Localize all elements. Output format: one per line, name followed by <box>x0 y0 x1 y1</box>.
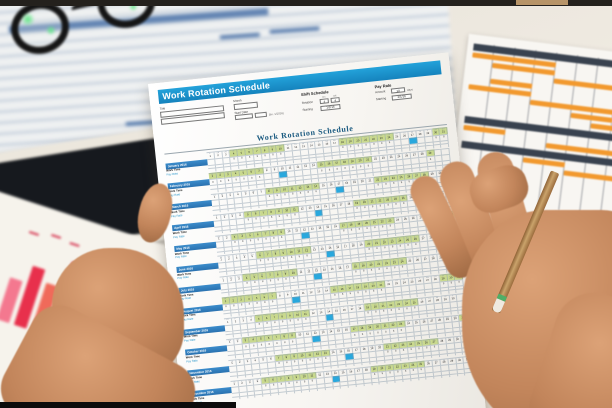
empty-cell <box>441 142 450 148</box>
month-column: Month Start Date (ex. 1/2016) <box>233 93 298 134</box>
rotation-label: Rotation <box>301 100 314 106</box>
eyeglasses-left-lens <box>5 0 75 60</box>
days-label: days <box>406 86 414 92</box>
pay-rate-column: Pay Rate Amount 10 days Starting 2/1/16 <box>374 77 445 119</box>
photo-top-edge-tan <box>516 0 568 5</box>
pay-starting-label: Starting <box>375 95 387 102</box>
title-column: Title <box>159 100 230 142</box>
bar-label-tick <box>51 233 62 239</box>
start-date-field <box>234 113 254 121</box>
start-date-field-2 <box>254 111 268 118</box>
rotation-off-field: 4 <box>330 97 340 103</box>
calendar: F 1 Sa 2 Su 3 M 4 Tu 5 W 6 Th 7 F 8 Sa 9 Su 10 M 11 Tu 12 W 13 Th 1… <box>165 126 474 405</box>
bar-label-tick <box>28 230 40 236</box>
rotation-on-field: 4 <box>319 98 329 105</box>
bar-label-tick <box>69 242 80 248</box>
shift-starting-label: Starting <box>302 106 314 112</box>
photo-bottom-edge-bar <box>0 402 236 408</box>
shift-schedule-column: Shift Schedule On Off Rotation 4 4 Start… <box>301 85 372 127</box>
pay-starting-field: 2/1/16 <box>391 93 412 101</box>
amount-label: Amount <box>374 89 386 95</box>
start-date-note: (ex. 1/2016) <box>268 110 284 117</box>
amount-field: 10 <box>390 87 406 94</box>
photo-top-edge <box>0 0 612 6</box>
shift-starting-field: 1/1/16 <box>320 103 341 111</box>
